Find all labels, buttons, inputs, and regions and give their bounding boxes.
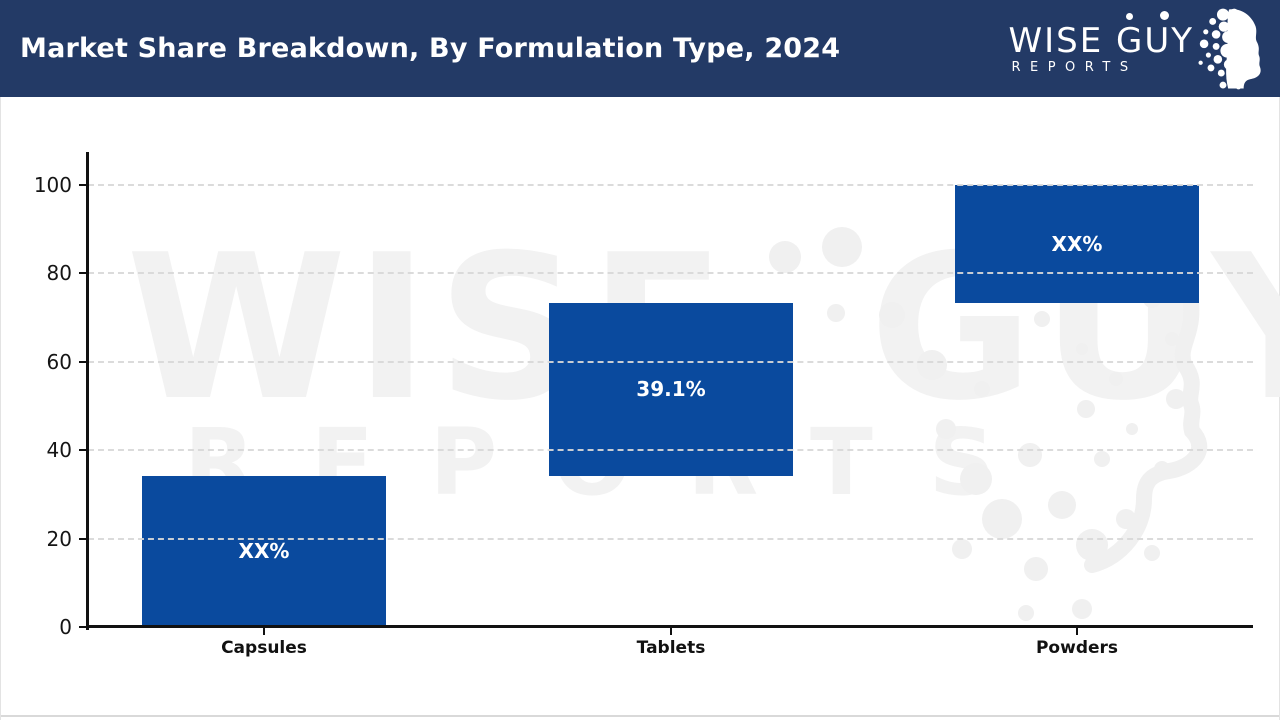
header-bar: Market Share Breakdown, By Formulation T… xyxy=(0,0,1280,97)
chart-canvas: WISE GUY REPORTS xyxy=(0,97,1280,720)
y-tick-label-20: 20 xyxy=(46,526,72,551)
logo-face-icon xyxy=(1198,8,1261,89)
x-tick-mark xyxy=(670,628,672,635)
y-tick-label-40: 40 xyxy=(46,438,72,463)
x-tick-mark xyxy=(1076,628,1078,635)
x-axis-line xyxy=(86,625,1253,628)
logo-dot-icon xyxy=(1160,10,1170,20)
y-tick-label-0: 0 xyxy=(59,615,72,639)
y-tick-mark xyxy=(79,272,86,275)
y-tick-label-60: 60 xyxy=(46,349,72,374)
gridline-20 xyxy=(88,537,1253,540)
gridline-60 xyxy=(88,360,1253,363)
page-title: Market Share Breakdown, By Formulation T… xyxy=(20,33,841,64)
y-tick-mark xyxy=(79,537,86,540)
y-axis-line xyxy=(86,152,89,630)
x-category-label-powders: Powders xyxy=(1035,638,1119,658)
gridline-80 xyxy=(88,272,1253,275)
y-tick-mark xyxy=(79,626,86,628)
bar-value-label: 39.1% xyxy=(636,377,706,402)
gridline-40 xyxy=(88,449,1253,452)
bar-value-label: XX% xyxy=(238,539,290,564)
bar-tablets: 39.1% xyxy=(549,303,793,476)
gridline-100 xyxy=(88,184,1253,186)
bar-powders: XX% xyxy=(955,185,1199,303)
x-tick-mark xyxy=(263,628,265,635)
logo-dot-icon xyxy=(1126,12,1134,20)
y-tick-mark xyxy=(79,360,86,363)
wiseguy-logo: WISE GUY REPORTS xyxy=(1008,5,1266,93)
bottom-border xyxy=(0,715,1280,717)
y-tick-mark xyxy=(79,449,86,452)
x-category-label-capsules: Capsules xyxy=(221,638,307,658)
y-tick-mark xyxy=(79,184,86,186)
left-border xyxy=(0,97,1,720)
bar-value-label: XX% xyxy=(1051,232,1103,256)
y-tick-label-80: 80 xyxy=(46,261,72,286)
logo-title: WISE GUY xyxy=(1008,20,1194,61)
bar-capsules: XX% xyxy=(142,475,386,627)
logo-subtitle: REPORTS xyxy=(1011,59,1138,75)
logo-wordmark: WISE GUY REPORTS xyxy=(1008,24,1194,74)
y-tick-label-100: 100 xyxy=(33,173,72,197)
x-category-label-tablets: Tablets xyxy=(636,638,706,658)
